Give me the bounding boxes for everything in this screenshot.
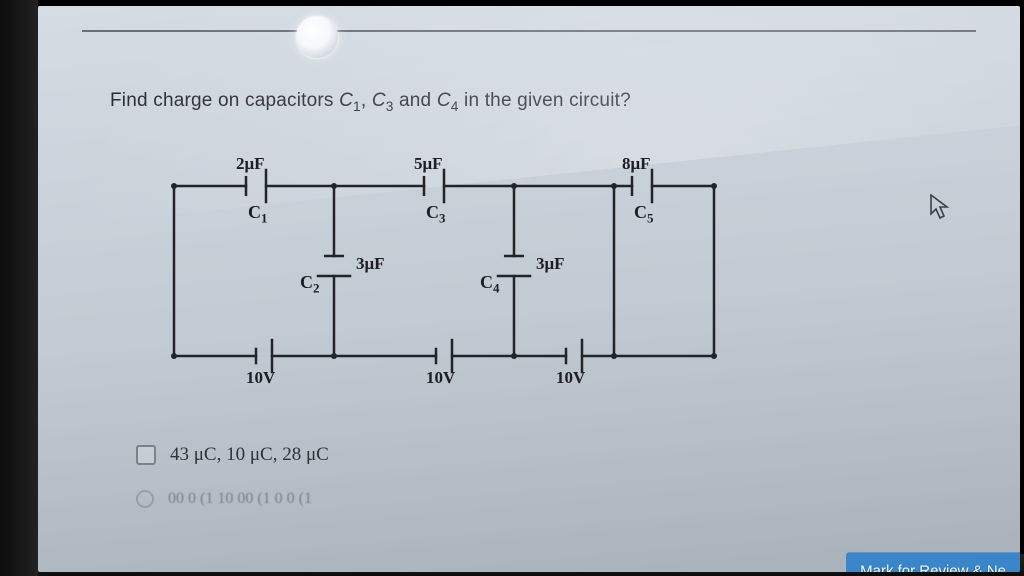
answer-text-span: 43 μC, 10 μC, 28 μC [170,444,329,465]
circuit-label: C3 [426,202,445,227]
circuit-label: C2 [300,272,319,297]
content-area: Find charge on capacitors C1, C3 and C4 … [38,32,1020,508]
monitor-frame: Find charge on capacitors C1, C3 and C4 … [0,0,1024,576]
question-suffix: in the given circuit? [459,90,631,111]
var-c3: C [372,90,386,111]
circuit-diagram: 2μF C1 5μF C3 8μF C5 3μF C2 3μF C4 10V 10V 10V [134,156,754,396]
circuit-svg [134,156,754,396]
spotlight-icon [296,16,338,58]
circuit-label: 3μF [536,254,565,274]
sep1: , [361,90,372,111]
circuit-label: 5μF [414,154,443,174]
checkbox-icon[interactable] [136,445,156,465]
mouse-cursor-icon [930,194,950,222]
circuit-label: 8μF [622,154,651,174]
question-prefix: Find charge on capacitors [110,90,339,111]
sep2: and [394,90,437,111]
var-c1: C [339,90,353,111]
answer-option-1-text: 43 μC, 10 μC, 28 μC [170,444,329,466]
answer-option-1[interactable]: 43 μC, 10 μC, 28 μC [136,444,960,466]
circuit-label: 3μF [356,254,385,274]
quiz-screen: Find charge on capacitors C1, C3 and C4 … [38,6,1020,572]
circuit-label: 10V [556,368,585,388]
circuit-label: C4 [480,272,499,297]
question-text: Find charge on capacitors C1, C3 and C4 … [110,90,960,114]
var-c1-sub: 1 [353,99,361,114]
circuit-label: C5 [634,202,653,227]
review-button-label: Mark for Review & Ne [860,562,1006,572]
mark-for-review-button[interactable]: Mark for Review & Ne [846,552,1020,572]
bezel-left [0,0,38,576]
circuit-label: 10V [246,368,275,388]
var-c4: C [437,90,451,111]
circuit-label: C1 [248,202,267,227]
circuit-label: 10V [426,368,455,388]
answer-option-2-cutoff[interactable]: 00 0 (1 10 00 (1 0 0 (1 [136,490,960,508]
circuit-label: 2μF [236,154,265,174]
answer-option-2-text: 00 0 (1 10 00 (1 0 0 (1 [168,490,312,508]
var-c3-sub: 3 [386,99,394,114]
radio-icon[interactable] [136,490,154,508]
var-c4-sub: 4 [451,99,459,114]
